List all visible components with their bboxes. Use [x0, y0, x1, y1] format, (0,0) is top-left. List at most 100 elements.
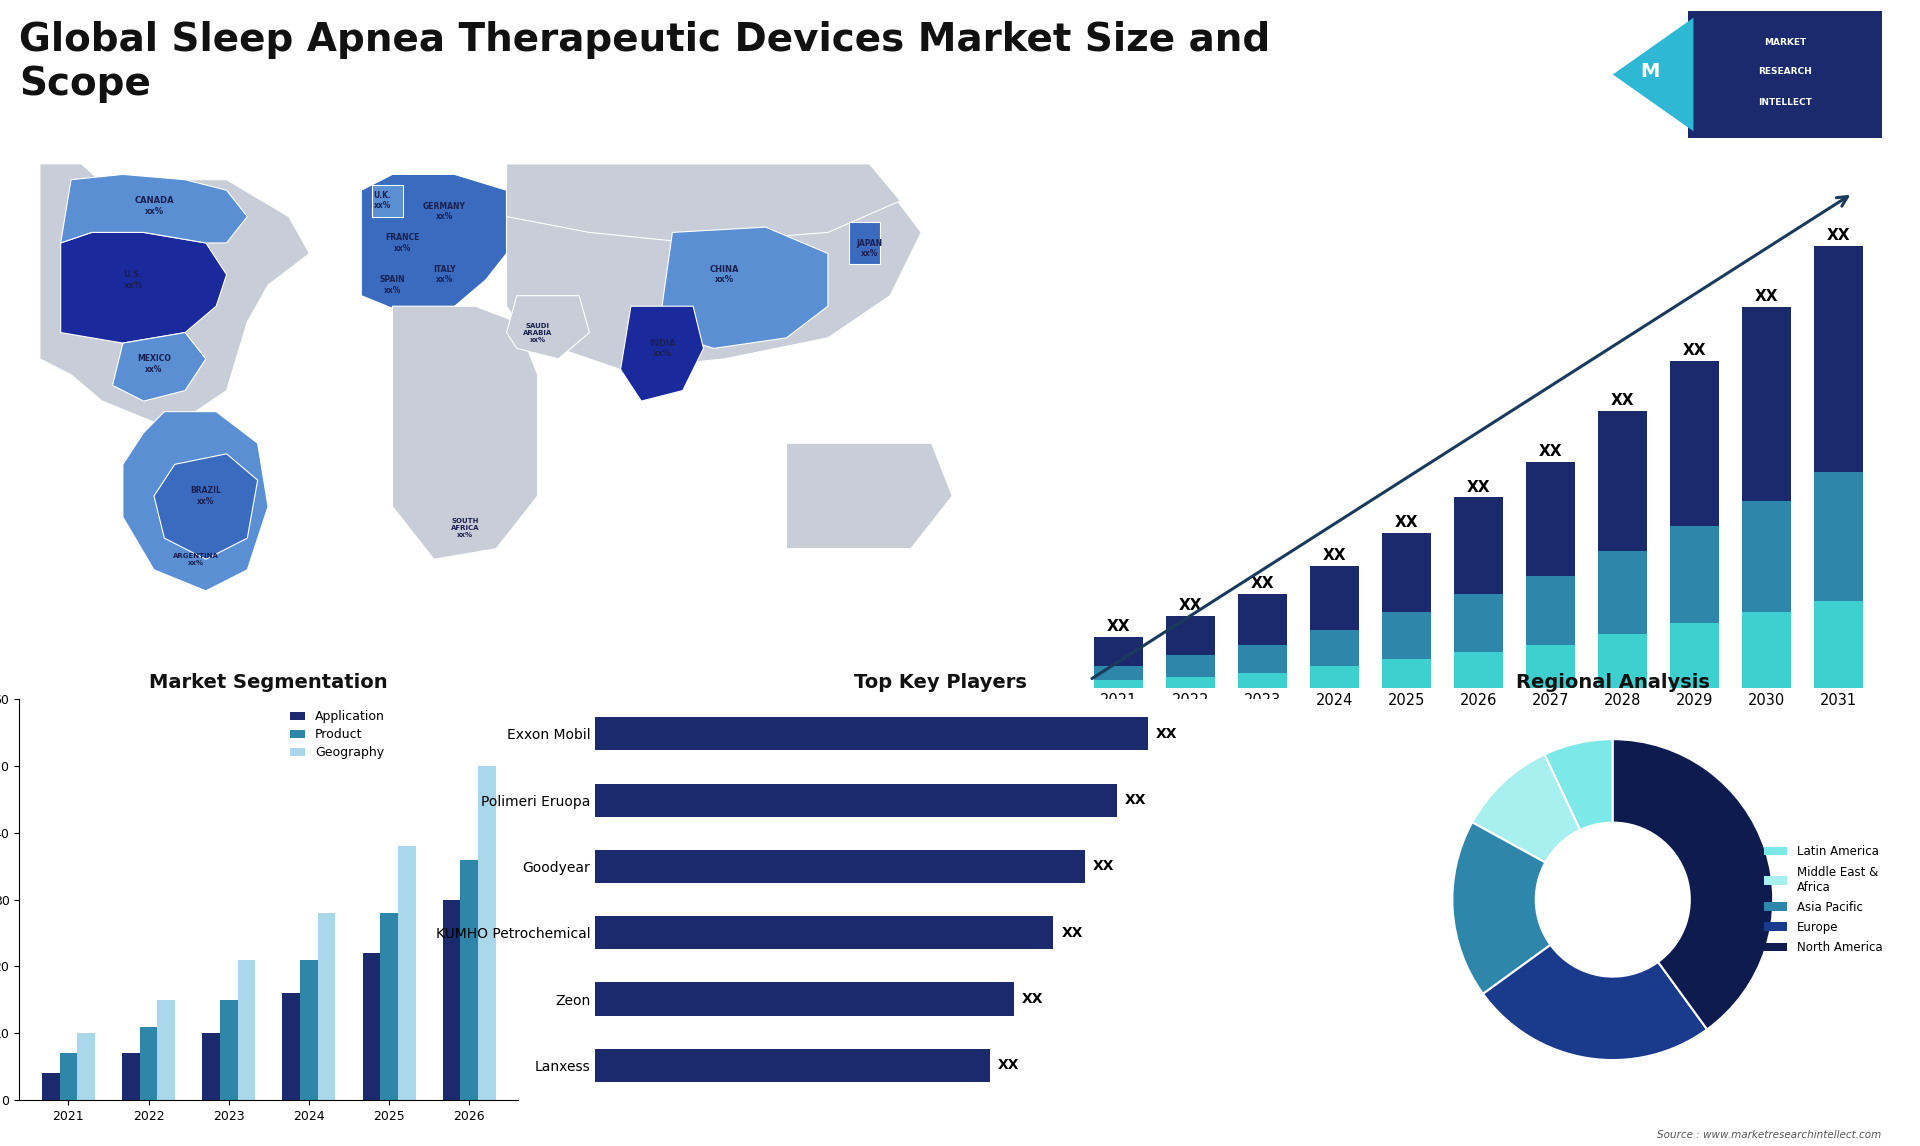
Text: SPAIN
xx%: SPAIN xx%	[380, 275, 405, 295]
Bar	[595, 982, 1014, 1015]
Bar	[221, 999, 238, 1100]
Text: XX: XX	[1062, 926, 1083, 940]
Bar	[1597, 551, 1647, 634]
Polygon shape	[372, 185, 403, 217]
Text: XX: XX	[1611, 393, 1634, 408]
Bar	[1741, 307, 1791, 501]
Bar	[595, 784, 1117, 817]
Bar	[595, 717, 1148, 751]
Text: Global Sleep Apnea Therapeutic Devices Market Size and
Scope: Global Sleep Apnea Therapeutic Devices M…	[19, 21, 1271, 103]
Text: XX: XX	[1125, 793, 1146, 807]
Polygon shape	[787, 444, 952, 549]
Text: XX: XX	[1179, 598, 1202, 613]
Bar	[1453, 652, 1503, 688]
Bar	[595, 850, 1085, 884]
Bar	[1094, 637, 1142, 666]
Bar	[478, 766, 495, 1100]
Bar	[595, 1049, 991, 1082]
Title: Top Key Players: Top Key Players	[854, 673, 1027, 692]
Text: ITALY
xx%: ITALY xx%	[434, 265, 455, 284]
Text: XX: XX	[1092, 860, 1114, 873]
Bar	[1526, 462, 1574, 576]
Bar	[1165, 677, 1215, 688]
Bar	[77, 1034, 94, 1100]
Text: XX: XX	[1755, 289, 1778, 305]
Bar	[157, 999, 175, 1100]
Text: INTELLECT: INTELLECT	[1759, 97, 1812, 107]
Text: XX: XX	[1106, 620, 1131, 635]
Text: MARKET: MARKET	[1764, 39, 1807, 47]
Bar	[1453, 595, 1503, 652]
Bar	[1741, 501, 1791, 612]
Bar	[1453, 497, 1503, 595]
Bar	[1309, 630, 1359, 666]
Text: SOUTH
AFRICA
xx%: SOUTH AFRICA xx%	[451, 518, 480, 537]
Bar	[140, 1027, 157, 1100]
Polygon shape	[1613, 17, 1693, 131]
Bar	[123, 1053, 140, 1100]
Text: M: M	[1642, 63, 1661, 81]
Text: CHINA
xx%: CHINA xx%	[710, 265, 739, 284]
Bar	[42, 1074, 60, 1100]
Text: RESEARCH: RESEARCH	[1759, 68, 1812, 77]
Wedge shape	[1473, 754, 1580, 863]
FancyBboxPatch shape	[1688, 11, 1882, 138]
Text: CANADA
xx%: CANADA xx%	[134, 196, 175, 215]
Text: SAUDI
ARABIA
xx%: SAUDI ARABIA xx%	[522, 322, 553, 343]
Text: XX: XX	[1826, 228, 1851, 243]
Text: XX: XX	[1021, 992, 1043, 1006]
Bar	[202, 1034, 221, 1100]
Text: INDIA
xx%: INDIA xx%	[649, 339, 676, 358]
Polygon shape	[507, 164, 900, 243]
Wedge shape	[1544, 739, 1613, 830]
Bar	[317, 913, 336, 1100]
Bar	[1094, 666, 1142, 681]
Bar	[1165, 615, 1215, 656]
Polygon shape	[392, 306, 538, 559]
Bar	[1382, 659, 1430, 688]
Bar	[1382, 533, 1430, 612]
Text: XX: XX	[1323, 548, 1346, 563]
Bar	[1597, 634, 1647, 688]
Text: U.S.
xx%: U.S. xx%	[123, 270, 142, 290]
Bar	[397, 846, 415, 1100]
Bar	[1814, 246, 1862, 472]
Polygon shape	[507, 296, 589, 359]
Polygon shape	[113, 332, 205, 401]
Bar	[1526, 644, 1574, 688]
Polygon shape	[61, 174, 248, 243]
Text: XX: XX	[998, 1059, 1020, 1073]
Text: BRAZIL
xx%: BRAZIL xx%	[190, 486, 221, 505]
Bar	[60, 1053, 77, 1100]
Text: JAPAN
xx%: JAPAN xx%	[856, 238, 883, 258]
Bar	[1165, 656, 1215, 677]
Text: Source : www.marketresearchintellect.com: Source : www.marketresearchintellect.com	[1657, 1130, 1882, 1140]
Text: XX: XX	[1156, 727, 1177, 740]
Text: GERMANY
xx%: GERMANY xx%	[422, 202, 467, 221]
Bar	[1238, 673, 1286, 688]
Bar	[444, 900, 461, 1100]
Bar	[1670, 526, 1718, 623]
Bar	[1309, 666, 1359, 688]
Polygon shape	[662, 227, 828, 348]
Bar	[1670, 361, 1718, 526]
Bar	[1238, 644, 1286, 673]
Wedge shape	[1482, 944, 1707, 1060]
Polygon shape	[61, 233, 227, 343]
Wedge shape	[1452, 823, 1551, 994]
Bar	[1814, 472, 1862, 602]
Text: XX: XX	[1250, 576, 1275, 591]
Bar	[1309, 566, 1359, 630]
Title: Regional Analysis: Regional Analysis	[1517, 673, 1709, 692]
Polygon shape	[40, 164, 309, 422]
Legend: Latin America, Middle East &
Africa, Asia Pacific, Europe, North America: Latin America, Middle East & Africa, Asi…	[1759, 841, 1887, 958]
Polygon shape	[123, 411, 269, 591]
Text: U.K.
xx%: U.K. xx%	[372, 191, 392, 211]
Polygon shape	[620, 306, 703, 401]
Bar	[300, 960, 317, 1100]
Bar	[282, 994, 300, 1100]
Bar	[1526, 576, 1574, 644]
Legend: Application, Product, Geography: Application, Product, Geography	[284, 705, 390, 764]
Bar	[1597, 411, 1647, 551]
Bar	[1814, 602, 1862, 688]
